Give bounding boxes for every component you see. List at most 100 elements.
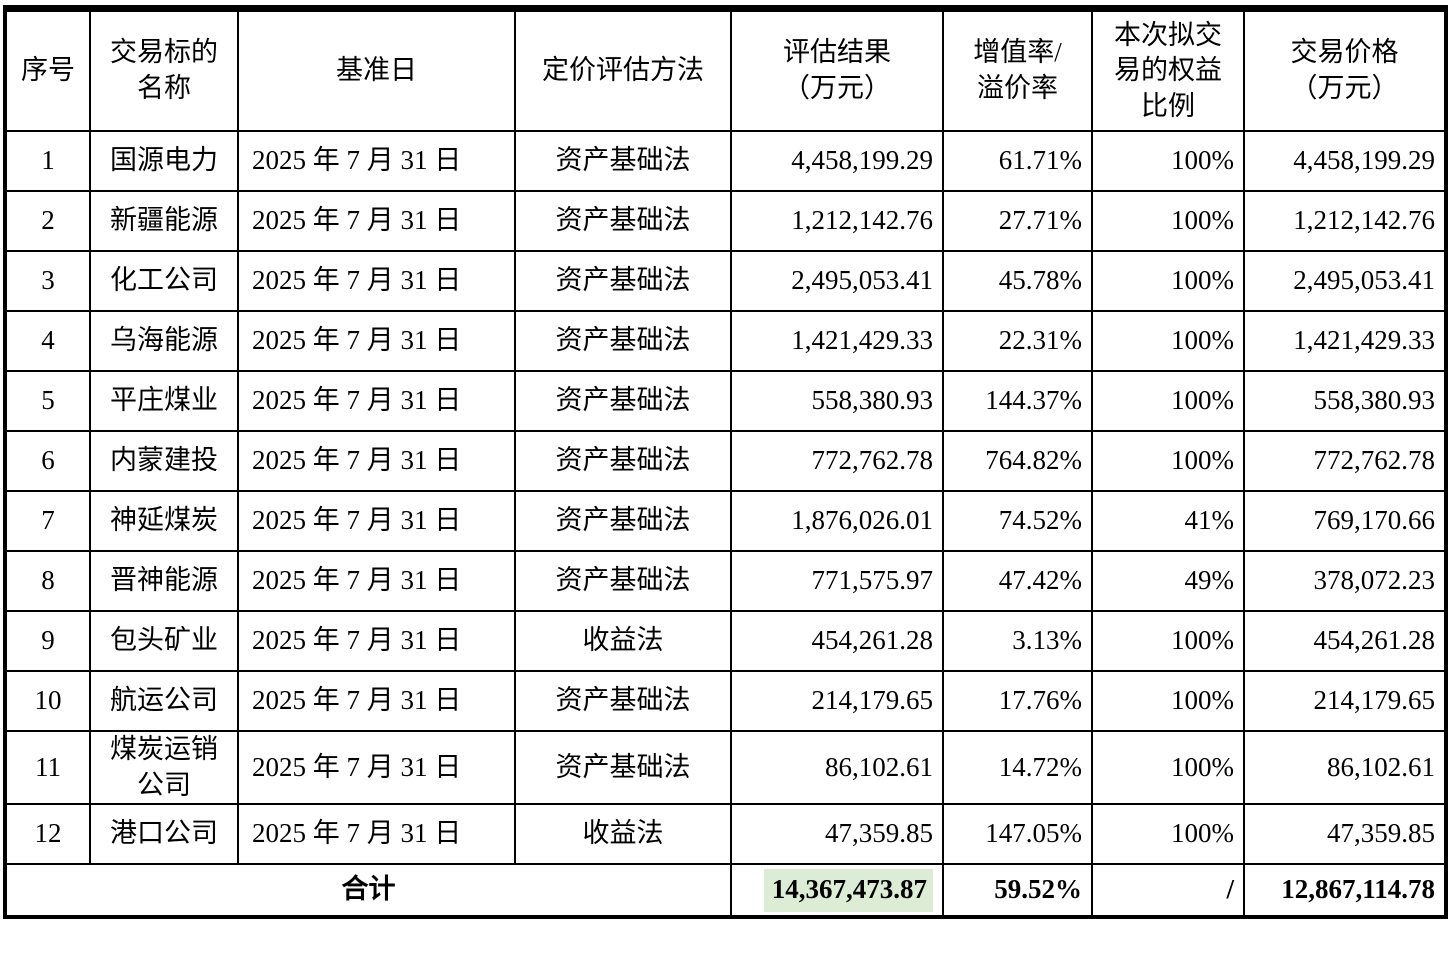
cell-method: 收益法 <box>514 610 732 672</box>
cell-base_date: 2025 年 7 月 31 日 <box>237 430 516 492</box>
cell-index: 7 <box>4 490 91 552</box>
cell-premium: 74.52% <box>942 490 1093 552</box>
cell-base_date: 2025 年 7 月 31 日 <box>237 490 516 552</box>
cell-appraisal: 214,179.65 <box>730 670 944 732</box>
table-row: 3 化工公司 2025 年 7 月 31 日资产基础法 2,495,053.41 45.… <box>4 250 1447 312</box>
cell-equity: 100% <box>1091 803 1245 866</box>
cell-name: 煤炭运销 公司 <box>89 729 239 806</box>
cell-premium: 61.71% <box>942 130 1093 192</box>
transaction-appraisal-table: 序号 交易标的 名称 基准日 定价评估方法 评估结果 （万元） 增值率/ 溢价率 本次拟交 … <box>3 5 1448 920</box>
cell-method: 资产基础法 <box>514 430 732 492</box>
cell-method: 资产基础法 <box>514 670 732 732</box>
column-header-method: 定价评估方法 <box>514 7 732 132</box>
table-row: 9 包头矿业 2025 年 7 月 31 日收益法 454,261.28 3.13% 10… <box>4 610 1447 672</box>
cell-appraisal: 47,359.85 <box>730 803 944 866</box>
cell-equity: 41% <box>1091 490 1245 552</box>
cell-index: 3 <box>4 250 91 312</box>
cell-equity: 49% <box>1091 550 1245 612</box>
cell-base_date: 2025 年 7 月 31 日 <box>237 670 516 732</box>
table-row: 12 港口公司 2025 年 7 月 31 日收益法 47,359.85 147.05%… <box>4 803 1447 866</box>
cell-premium: 27.71% <box>942 190 1093 252</box>
column-header-price: 交易价格 （万元） <box>1243 7 1447 132</box>
cell-appraisal: 2,495,053.41 <box>730 250 944 312</box>
cell-method: 收益法 <box>514 803 732 866</box>
column-header-premium: 增值率/ 溢价率 <box>942 7 1093 132</box>
cell-equity: 100% <box>1091 430 1245 492</box>
cell-name: 内蒙建投 <box>89 430 239 492</box>
cell-name: 乌海能源 <box>89 310 239 372</box>
cell-name: 平庄煤业 <box>89 370 239 432</box>
cell-premium: 22.31% <box>942 310 1093 372</box>
cell-equity: 100% <box>1091 670 1245 732</box>
cell-index: 10 <box>4 670 91 732</box>
table-row: 4 乌海能源 2025 年 7 月 31 日资产基础法 1,421,429.33 22.… <box>4 310 1447 372</box>
cell-premium: 17.76% <box>942 670 1093 732</box>
cell-price: 454,261.28 <box>1243 610 1447 672</box>
cell-method: 资产基础法 <box>514 130 732 192</box>
cell-name: 国源电力 <box>89 130 239 192</box>
cell-appraisal: 86,102.61 <box>730 729 944 806</box>
column-header-equity: 本次拟交 易的权益 比例 <box>1091 7 1245 132</box>
cell-base_date: 2025 年 7 月 31 日 <box>237 250 516 312</box>
cell-base_date: 2025 年 7 月 31 日 <box>237 610 516 672</box>
cell-name: 包头矿业 <box>89 610 239 672</box>
cell-base_date: 2025 年 7 月 31 日 <box>237 803 516 866</box>
cell-appraisal: 772,762.78 <box>730 430 944 492</box>
cell-index: 1 <box>4 130 91 192</box>
document-page: 序号 交易标的 名称 基准日 定价评估方法 评估结果 （万元） 增值率/ 溢价率 本次拟交 … <box>0 5 1448 962</box>
cell-index: 6 <box>4 430 91 492</box>
cell-price: 378,072.23 <box>1243 550 1447 612</box>
cell-method: 资产基础法 <box>514 490 732 552</box>
column-header-name: 交易标的 名称 <box>89 7 239 132</box>
cell-premium: 3.13% <box>942 610 1093 672</box>
total-equity: / <box>1091 863 1245 919</box>
cell-price: 214,179.65 <box>1243 670 1447 732</box>
cell-name: 化工公司 <box>89 250 239 312</box>
header-row: 序号 交易标的 名称 基准日 定价评估方法 评估结果 （万元） 增值率/ 溢价率 本次拟交 … <box>4 7 1447 132</box>
cell-equity: 100% <box>1091 310 1245 372</box>
cell-price: 47,359.85 <box>1243 803 1447 866</box>
total-label: 合计 <box>4 863 732 919</box>
cell-index: 2 <box>4 190 91 252</box>
cell-premium: 14.72% <box>942 729 1093 806</box>
table-row: 8 晋神能源 2025 年 7 月 31 日资产基础法 771,575.97 47.42… <box>4 550 1447 612</box>
cell-base_date: 2025 年 7 月 31 日 <box>237 310 516 372</box>
cell-base_date: 2025 年 7 月 31 日 <box>237 729 516 806</box>
cell-name: 新疆能源 <box>89 190 239 252</box>
cell-index: 12 <box>4 803 91 866</box>
total-price: 12,867,114.78 <box>1243 863 1447 919</box>
cell-price: 1,421,429.33 <box>1243 310 1447 372</box>
cell-price: 86,102.61 <box>1243 729 1447 806</box>
cell-price: 558,380.93 <box>1243 370 1447 432</box>
cell-index: 4 <box>4 310 91 372</box>
cell-name: 航运公司 <box>89 670 239 732</box>
cell-name: 港口公司 <box>89 803 239 866</box>
cell-index: 9 <box>4 610 91 672</box>
cell-equity: 100% <box>1091 190 1245 252</box>
table-footer: 合计 14,367,473.87 59.52%/12,867,114.78 <box>4 863 1447 919</box>
cell-premium: 147.05% <box>942 803 1093 866</box>
cell-index: 5 <box>4 370 91 432</box>
cell-appraisal: 4,458,199.29 <box>730 130 944 192</box>
cell-index: 11 <box>4 729 91 806</box>
highlighted-total-value: 14,367,473.87 <box>763 868 933 912</box>
cell-method: 资产基础法 <box>514 370 732 432</box>
cell-equity: 100% <box>1091 729 1245 806</box>
cell-method: 资产基础法 <box>514 250 732 312</box>
cell-price: 769,170.66 <box>1243 490 1447 552</box>
cell-appraisal: 1,212,142.76 <box>730 190 944 252</box>
cell-base_date: 2025 年 7 月 31 日 <box>237 190 516 252</box>
table-row: 5 平庄煤业 2025 年 7 月 31 日资产基础法 558,380.93 144.3… <box>4 370 1447 432</box>
cell-equity: 100% <box>1091 370 1245 432</box>
column-header-base_date: 基准日 <box>237 7 516 132</box>
cell-equity: 100% <box>1091 130 1245 192</box>
table-row: 1 国源电力 2025 年 7 月 31 日资产基础法 4,458,199.29 61.… <box>4 130 1447 192</box>
cell-premium: 144.37% <box>942 370 1093 432</box>
cell-base_date: 2025 年 7 月 31 日 <box>237 550 516 612</box>
table-body: 1 国源电力 2025 年 7 月 31 日资产基础法 4,458,199.29 61.… <box>4 130 1447 866</box>
table-row: 11 煤炭运销 公司 2025 年 7 月 31 日资产基础法 86,102.61 14… <box>4 729 1447 806</box>
table-row: 6 内蒙建投 2025 年 7 月 31 日资产基础法 772,762.78 764.8… <box>4 430 1447 492</box>
cell-price: 2,495,053.41 <box>1243 250 1447 312</box>
cell-name: 晋神能源 <box>89 550 239 612</box>
total-premium: 59.52% <box>942 863 1093 919</box>
